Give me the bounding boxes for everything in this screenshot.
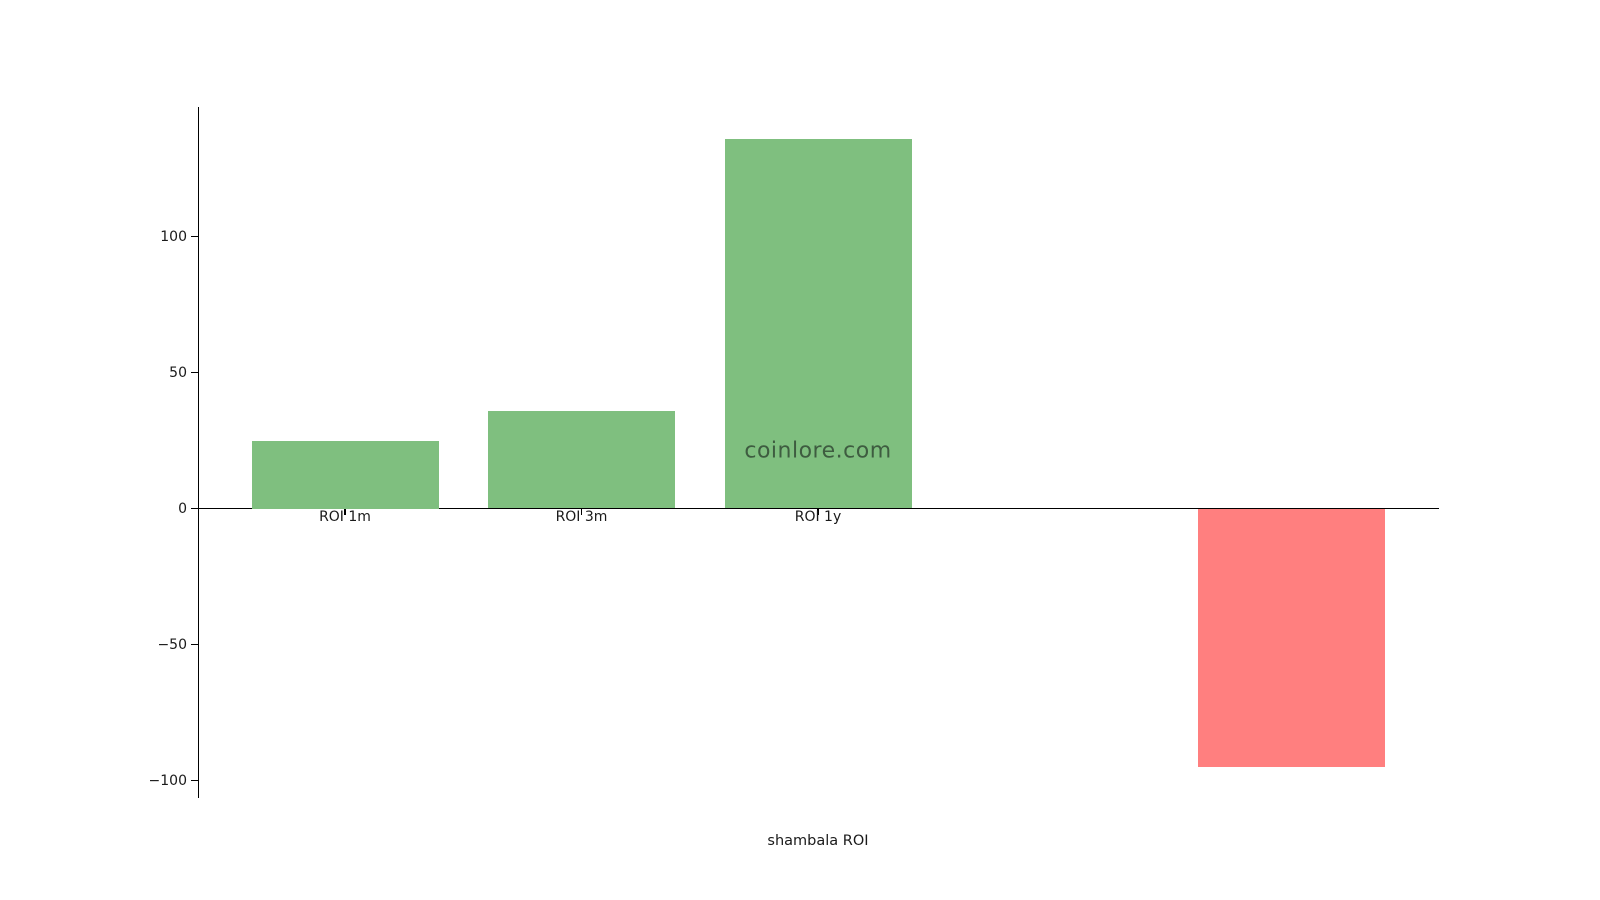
bar-roi-3m (488, 410, 675, 509)
x-tick-label: ROI 3m (555, 509, 608, 525)
y-tick-mark (191, 779, 198, 782)
y-tick-mark (191, 507, 198, 510)
y-tick-label: 0 (178, 500, 187, 517)
y-tick-label: 100 (160, 228, 187, 245)
y-tick-mark (191, 371, 198, 374)
y-tick-label: 50 (169, 364, 187, 381)
x-tick-mark (580, 508, 583, 515)
x-axis-title: shambala ROI (767, 833, 869, 849)
y-tick-label: −50 (157, 636, 187, 653)
bar-roi-1y (724, 138, 912, 509)
y-tick-label: −100 (148, 772, 187, 789)
y-tick-mark (191, 235, 198, 238)
y-tick-mark (191, 643, 198, 646)
coinlore-watermark: coinlore.com (744, 438, 892, 464)
x-tick-mark (344, 508, 346, 515)
x-tick-label: ROI 1m (319, 509, 371, 525)
bar-roi-1m (251, 440, 439, 509)
y-axis-spine (197, 107, 199, 798)
x-tick-mark (817, 508, 819, 515)
x-tick-label: ROI 1y (794, 509, 842, 525)
bar-negative (1197, 508, 1385, 767)
